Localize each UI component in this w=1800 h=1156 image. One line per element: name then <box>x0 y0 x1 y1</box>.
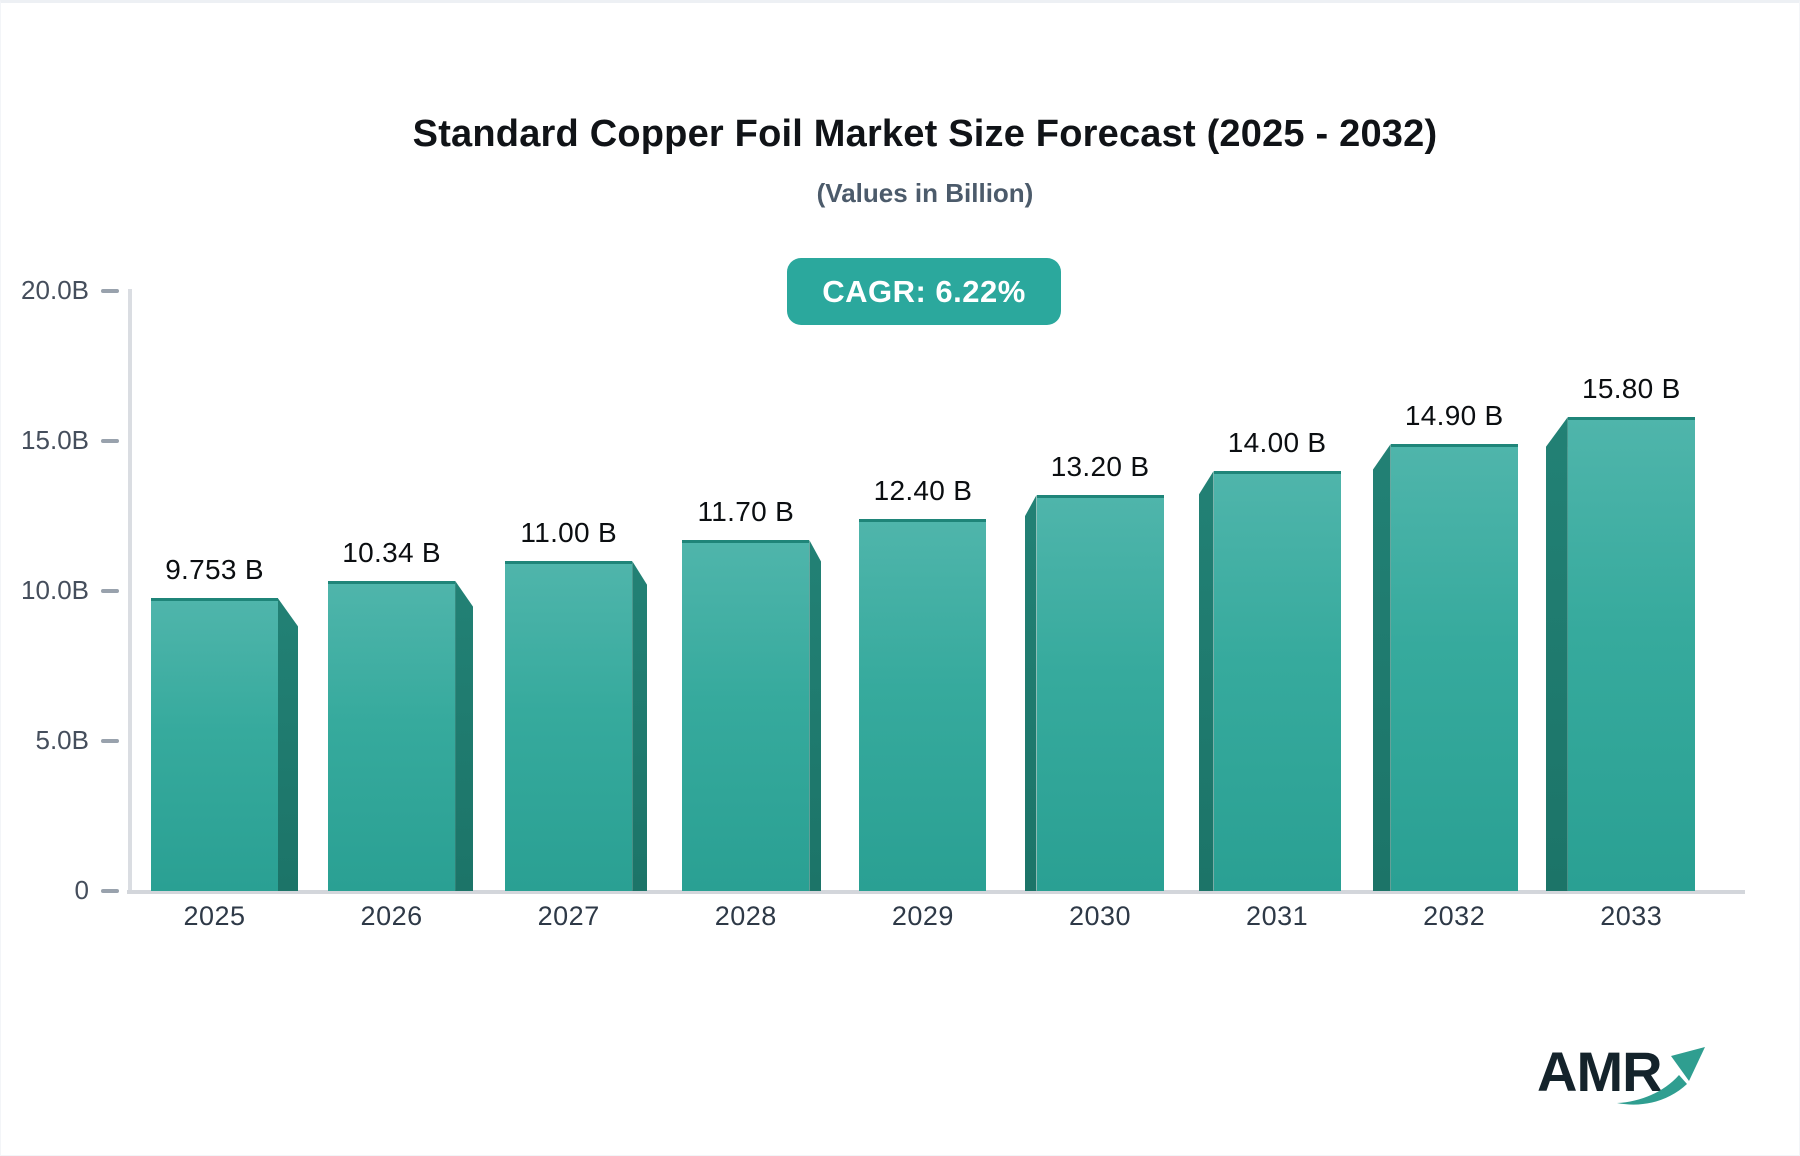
bar <box>151 598 278 891</box>
bar-side-face <box>632 561 648 891</box>
x-tick-label: 2031 <box>1246 901 1309 931</box>
x-tick-label: 2032 <box>1423 901 1486 931</box>
bar-value-label: 10.34 B <box>342 536 441 568</box>
x-tick-label: 2025 <box>183 901 246 931</box>
y-tick-dash <box>101 439 119 443</box>
bar-value-label: 14.90 B <box>1404 400 1504 431</box>
bar-side-face <box>278 598 298 891</box>
bar <box>505 561 633 891</box>
bar-value-label: 11.70 B <box>697 496 795 527</box>
bar-value-label: 12.40 B <box>873 475 973 506</box>
bar-value-label: 9.753 B <box>165 554 264 586</box>
x-tick-label: 2029 <box>891 901 954 931</box>
bar <box>1567 417 1695 891</box>
y-axis-line <box>128 289 132 894</box>
bar-side-face <box>1198 471 1214 891</box>
bar-side-face <box>455 580 474 891</box>
bar-side-face <box>1545 417 1568 891</box>
bar-value-label: 15.80 B <box>1581 373 1681 404</box>
y-tick-label: 20.0B <box>21 275 89 305</box>
y-tick-label: 5.0B <box>35 725 90 755</box>
bar <box>328 580 456 891</box>
bar <box>1213 471 1341 891</box>
x-tick-label: 2027 <box>537 901 600 931</box>
bar-value-label: 14.00 B <box>1227 427 1327 458</box>
bar-value-label: 13.20 B <box>1050 451 1150 482</box>
bar-side-face <box>1372 444 1391 891</box>
y-tick-label: 0 <box>74 875 89 905</box>
amr-logo-text: AMR <box>1537 1040 1663 1103</box>
y-tick-dash <box>101 589 119 593</box>
bar-side-face <box>1024 495 1037 891</box>
x-axis-line <box>127 890 1745 894</box>
growth-arrow-icon <box>1617 1047 1705 1105</box>
bar <box>1390 444 1518 891</box>
y-tick-dash <box>101 889 119 893</box>
y-tick-label: 15.0B <box>21 425 89 455</box>
cagr-badge: CAGR: 6.22% <box>787 258 1061 325</box>
x-tick-label: 2033 <box>1600 901 1663 931</box>
bar-side-face <box>809 540 822 891</box>
chart-header: Standard Copper Foil Market Size Forecas… <box>1 3 1799 209</box>
y-tick-dash <box>101 289 119 293</box>
bar-chart-plot: 0 5.0B 10.0B 15.0B 20.0B 9.753 B 2025 10.34 B 20… <box>1 3 1799 1155</box>
y-tick-dash <box>101 739 119 743</box>
bar <box>682 540 810 891</box>
chart-title: Standard Copper Foil Market Size Forecas… <box>412 113 1438 155</box>
x-tick-label: 2030 <box>1068 901 1132 931</box>
amr-logo: AMR <box>1537 1039 1707 1119</box>
bar <box>1036 495 1164 891</box>
bar <box>859 519 987 891</box>
chart-subtitle: (Values in Billion) <box>816 178 1034 208</box>
bar-value-label: 11.00 B <box>520 517 617 548</box>
x-tick-label: 2026 <box>360 901 423 931</box>
x-tick-label: 2028 <box>714 901 777 931</box>
y-tick-label: 10.0B <box>21 575 89 605</box>
